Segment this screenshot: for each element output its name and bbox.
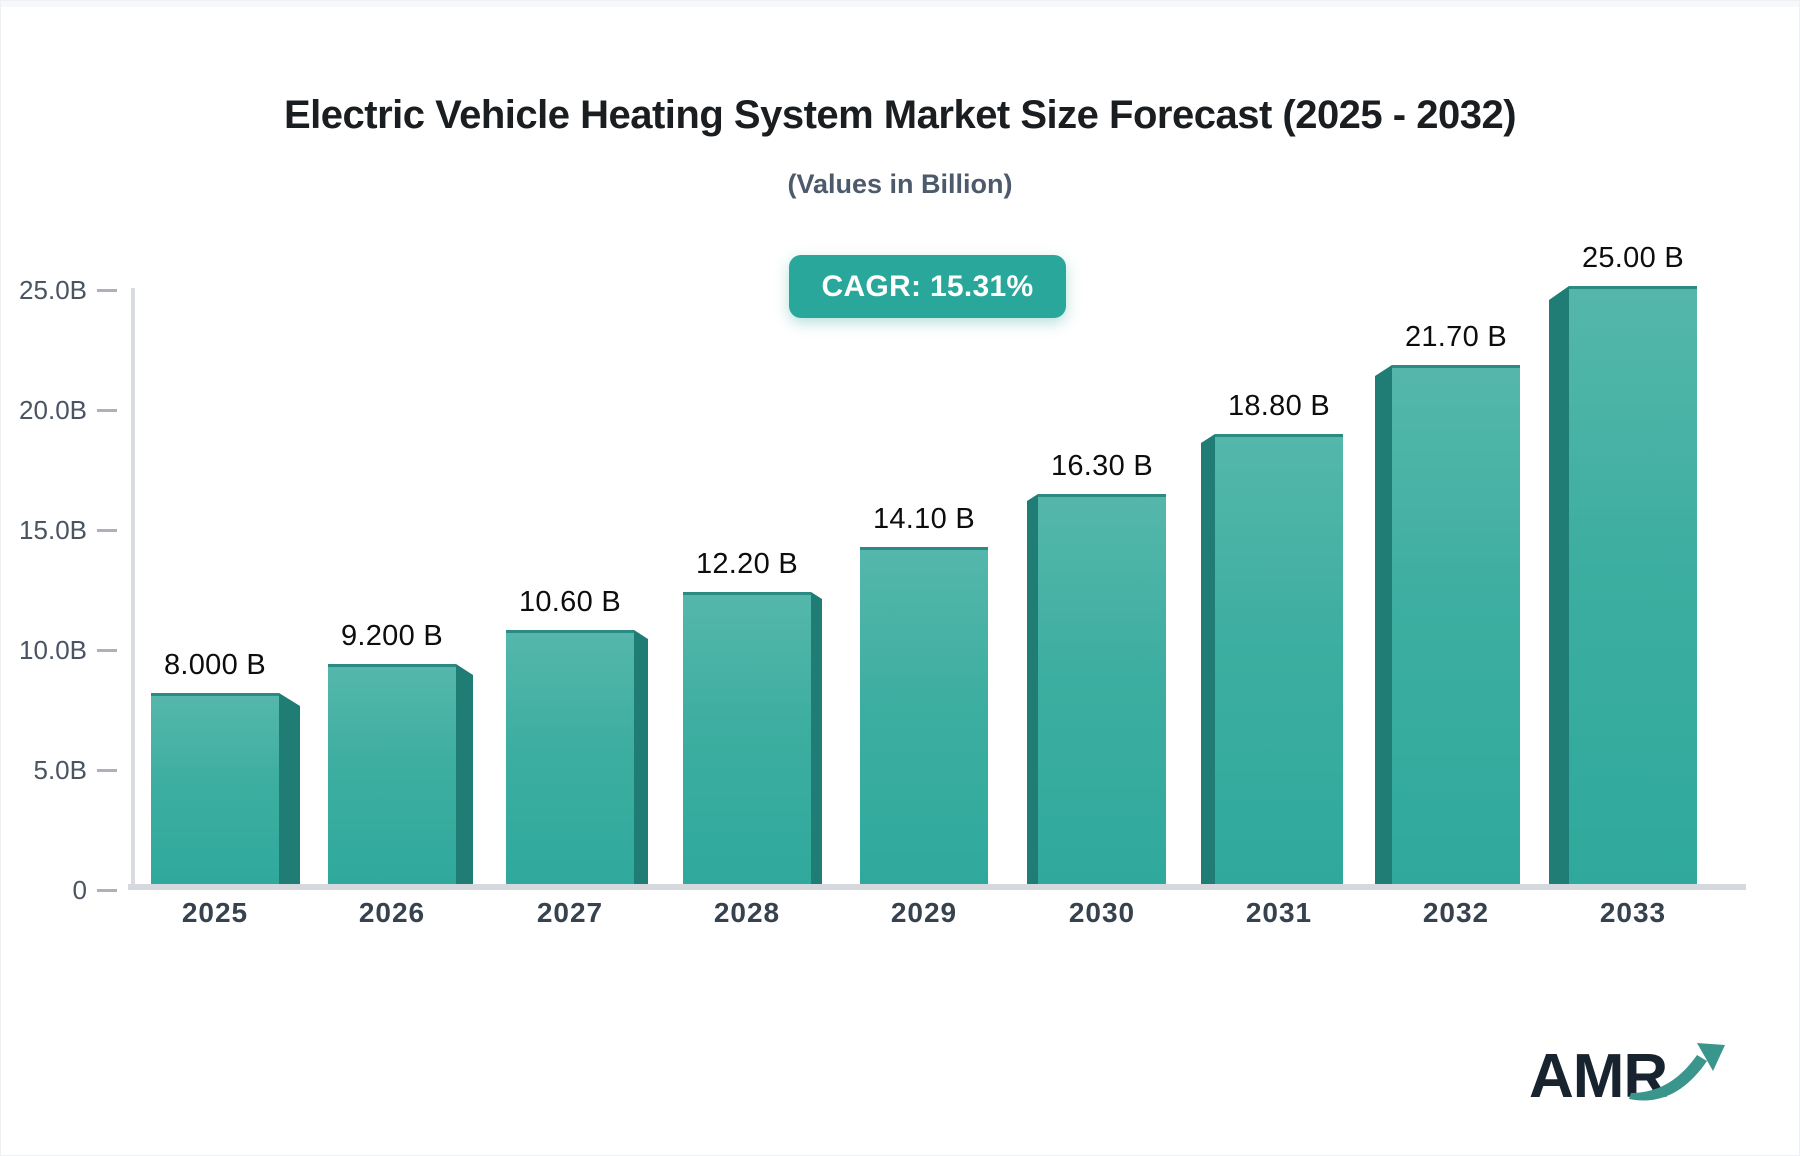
bar-value-label-2026: 9.200 B — [340, 620, 444, 652]
bar-2030[interactable] — [1038, 494, 1166, 884]
y-axis-tick-mark — [97, 889, 117, 892]
page-top-border — [1, 1, 1799, 7]
bar-side-face-2025 — [279, 693, 300, 884]
x-axis-label-2030: 2030 — [1068, 897, 1136, 928]
bar-side-face-2032 — [1375, 365, 1392, 884]
y-axis-tick-label: 25.0B — [19, 275, 87, 305]
bar-2033[interactable] — [1569, 286, 1697, 884]
bar-2028[interactable] — [683, 592, 811, 884]
y-axis-tick-label: 20.0B — [19, 395, 87, 425]
bar-value-label-2025: 8.000 B — [163, 649, 267, 681]
y-axis-line — [131, 288, 135, 886]
amr-logo[interactable]: AMR — [1529, 1033, 1725, 1113]
bar-side-face-2031 — [1201, 434, 1215, 884]
chart-subtitle: (Values in Billion) — [787, 169, 1013, 199]
x-axis-label-2025: 2025 — [181, 897, 249, 928]
bar-value-label-2030: 16.30 B — [1050, 450, 1154, 482]
x-axis-baseline — [128, 884, 1746, 890]
y-axis-tick-mark — [97, 769, 117, 772]
bar-2027[interactable] — [506, 630, 634, 884]
bar-value-label-2027: 10.60 B — [518, 586, 622, 618]
bar-value-label-2033: 25.00 B — [1581, 242, 1685, 274]
bar-value-label-2028: 12.20 B — [695, 548, 799, 580]
x-axis-label-2033: 2033 — [1599, 897, 1667, 928]
cagr-badge: CAGR: 15.31% — [789, 255, 1066, 318]
y-axis-tick-mark — [97, 409, 117, 412]
x-axis-label-2031: 2031 — [1245, 897, 1313, 928]
chart-title: Electric Vehicle Heating System Market S… — [283, 93, 1517, 137]
y-axis-tick-mark — [97, 529, 117, 532]
bar-side-face-2030 — [1027, 494, 1038, 884]
bar-side-face-2033 — [1549, 286, 1569, 884]
y-axis-tick-label: 0 — [72, 875, 87, 905]
bar-2029[interactable] — [860, 547, 988, 884]
bar-2031[interactable] — [1215, 434, 1343, 884]
y-axis-tick-mark — [97, 289, 117, 292]
y-axis-tick-label: 10.0B — [19, 635, 87, 665]
y-axis-tick-label: 5.0B — [33, 755, 88, 785]
x-axis-label-2029: 2029 — [890, 897, 958, 928]
cagr-badge-label: CAGR: 15.31% — [821, 269, 1034, 303]
bar-2032[interactable] — [1392, 365, 1520, 884]
x-axis-label-2028: 2028 — [713, 897, 781, 928]
bar-2025[interactable] — [151, 693, 279, 884]
bar-side-face-2028 — [811, 592, 822, 884]
x-axis-label-2026: 2026 — [358, 897, 426, 928]
y-axis-tick-label: 15.0B — [19, 515, 87, 545]
bar-side-face-2027 — [634, 630, 648, 884]
bar-side-face-2026 — [456, 664, 473, 884]
y-axis-tick-mark — [97, 649, 117, 652]
bar-2026[interactable] — [328, 664, 456, 884]
x-axis-label-2032: 2032 — [1422, 897, 1490, 928]
growth-arrow-icon — [1629, 1043, 1725, 1101]
bar-value-label-2029: 14.10 B — [872, 503, 976, 535]
x-axis-label-2027: 2027 — [536, 897, 604, 928]
bar-value-label-2031: 18.80 B — [1227, 390, 1331, 422]
bar-value-label-2032: 21.70 B — [1404, 321, 1508, 353]
